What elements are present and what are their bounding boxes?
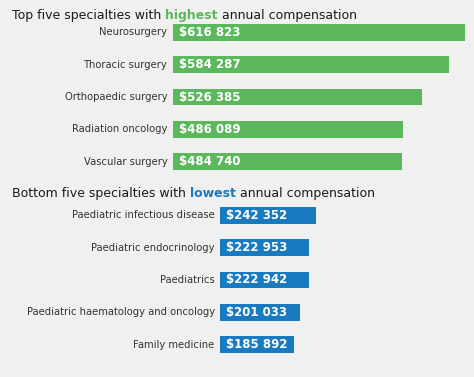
Text: $222 953: $222 953 <box>226 241 287 254</box>
Text: Paediatric endocrinology: Paediatric endocrinology <box>91 242 215 253</box>
Bar <box>173 24 465 41</box>
Text: Paediatrics: Paediatrics <box>160 275 215 285</box>
Bar <box>173 153 402 170</box>
Text: $222 942: $222 942 <box>226 273 287 287</box>
Text: $201 033: $201 033 <box>226 306 287 319</box>
Text: lowest: lowest <box>190 187 236 199</box>
Bar <box>220 304 300 321</box>
Bar <box>173 89 422 106</box>
Text: Radiation oncology: Radiation oncology <box>72 124 167 135</box>
Text: Paediatric haematology and oncology: Paediatric haematology and oncology <box>27 307 215 317</box>
Bar <box>173 121 403 138</box>
Text: $484 740: $484 740 <box>179 155 240 168</box>
Text: Top five specialties with: Top five specialties with <box>12 9 165 22</box>
Text: $616 823: $616 823 <box>179 26 240 39</box>
Text: Vascular surgery: Vascular surgery <box>83 157 167 167</box>
Text: Family medicine: Family medicine <box>134 340 215 349</box>
Text: annual compensation: annual compensation <box>236 187 374 199</box>
Bar <box>220 239 309 256</box>
Text: Thoracic surgery: Thoracic surgery <box>83 60 167 70</box>
Text: Paediatric infectious disease: Paediatric infectious disease <box>72 210 215 220</box>
Bar <box>220 207 316 224</box>
Text: $526 385: $526 385 <box>179 90 240 104</box>
Text: highest: highest <box>165 9 218 22</box>
Text: annual compensation: annual compensation <box>218 9 356 22</box>
Bar <box>220 336 294 353</box>
Bar <box>220 271 309 288</box>
Text: $242 352: $242 352 <box>226 209 287 222</box>
Text: $584 287: $584 287 <box>179 58 240 71</box>
Text: Bottom five specialties with: Bottom five specialties with <box>12 187 190 199</box>
Text: $185 892: $185 892 <box>226 338 288 351</box>
Text: $486 089: $486 089 <box>179 123 240 136</box>
Text: Neurosurgery: Neurosurgery <box>100 28 167 37</box>
Bar <box>173 56 449 73</box>
Text: Orthopaedic surgery: Orthopaedic surgery <box>64 92 167 102</box>
